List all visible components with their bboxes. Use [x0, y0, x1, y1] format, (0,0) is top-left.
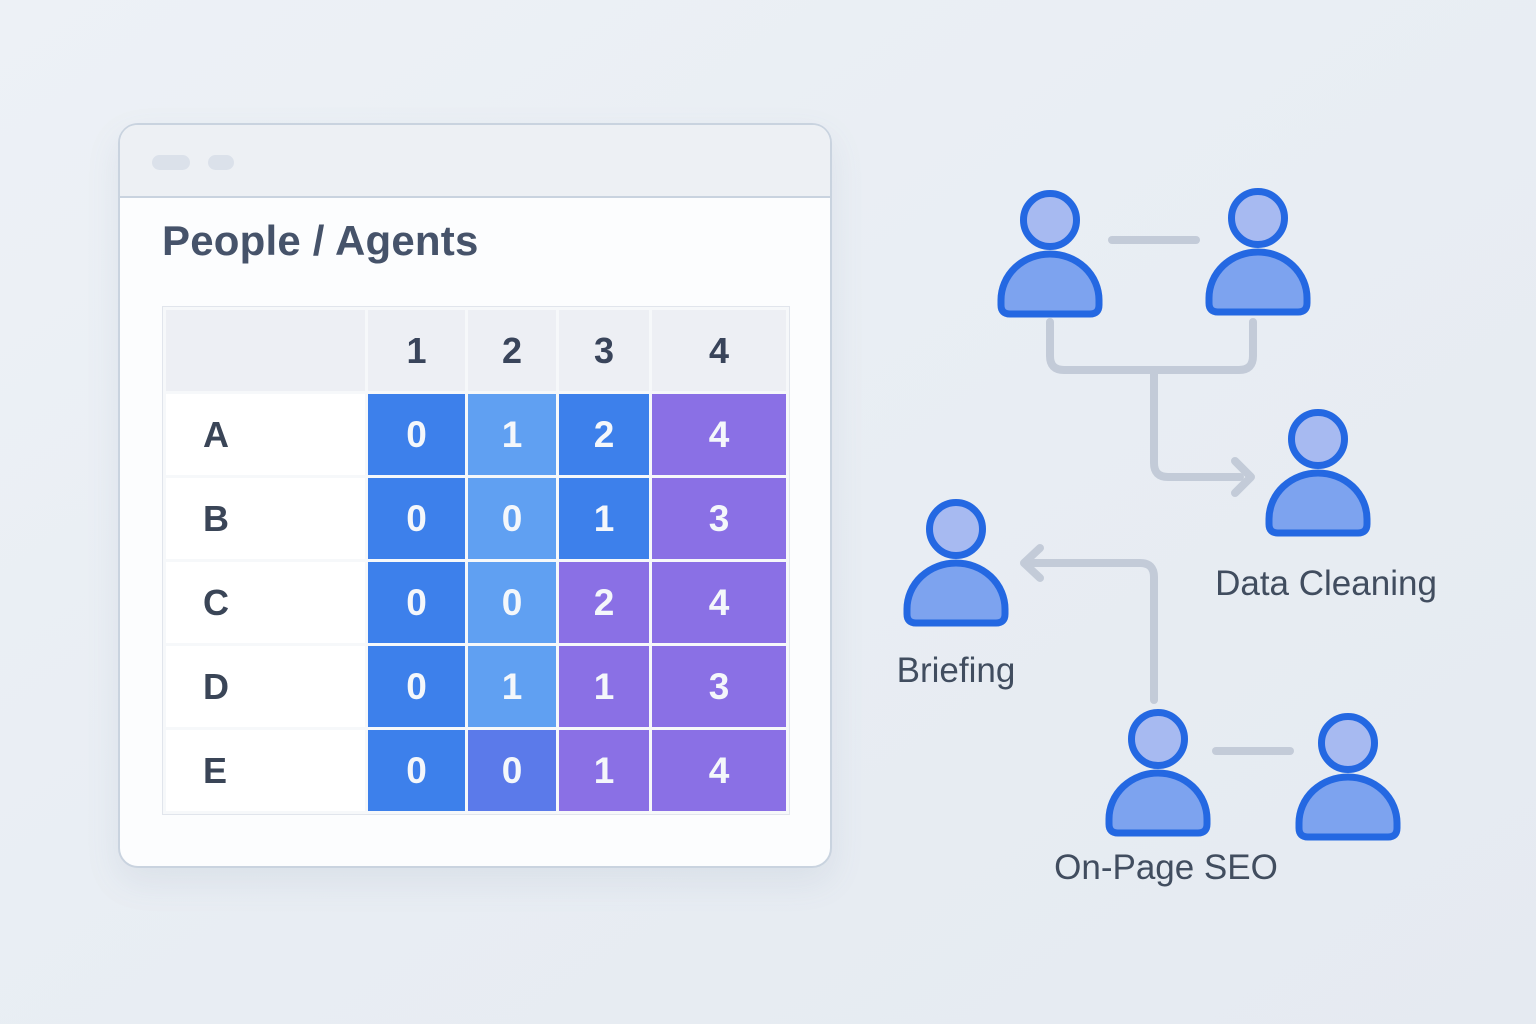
table-cell: 2 — [559, 394, 649, 475]
page-title: People / Agents — [162, 217, 479, 264]
table-cell: 1 — [468, 394, 556, 475]
arrow-left-icon — [1020, 544, 1044, 582]
table-cell: 0 — [468, 730, 556, 811]
arrow-right-icon — [1231, 457, 1255, 497]
table-cell: 0 — [468, 478, 556, 559]
table-corner-cell — [166, 310, 365, 391]
table-cell: 0 — [368, 730, 465, 811]
column-header: 1 — [368, 310, 465, 391]
person-icon — [1269, 413, 1367, 534]
person-icon — [907, 503, 1005, 624]
row-label: E — [166, 730, 365, 811]
window-control-pill — [152, 155, 190, 170]
table-cell: 1 — [559, 478, 649, 559]
table-cell: 2 — [559, 562, 649, 643]
row-label: A — [166, 394, 365, 475]
column-header: 2 — [468, 310, 556, 391]
table-cell: 3 — [652, 646, 786, 727]
table-cell: 0 — [368, 562, 465, 643]
table-cell: 4 — [652, 730, 786, 811]
table-cell: 3 — [652, 478, 786, 559]
row-label: B — [166, 478, 365, 559]
table-cell: 4 — [652, 394, 786, 475]
table-cell: 0 — [368, 394, 465, 475]
window-titlebar — [120, 125, 830, 198]
row-label: C — [166, 562, 365, 643]
window-control-pill — [208, 155, 234, 170]
column-header: 4 — [652, 310, 786, 391]
person-icon — [1209, 192, 1307, 313]
connector-line — [1046, 318, 1257, 374]
connector-line — [1150, 366, 1244, 481]
person-icon — [1109, 713, 1207, 834]
table-cell: 0 — [468, 562, 556, 643]
table-cell: 0 — [368, 646, 465, 727]
column-header: 3 — [559, 310, 649, 391]
person-icon — [1001, 194, 1099, 315]
table-cell: 0 — [368, 478, 465, 559]
data-cleaning-label: Data Cleaning — [1215, 564, 1437, 603]
briefing-label: Briefing — [896, 651, 1016, 690]
table-cell: 1 — [468, 646, 556, 727]
connector-line — [1028, 559, 1158, 704]
row-label: D — [166, 646, 365, 727]
on-page-seo-label: On-Page SEO — [1054, 848, 1278, 887]
person-icon — [1299, 717, 1397, 838]
table-cell: 1 — [559, 646, 649, 727]
table-cell: 4 — [652, 562, 786, 643]
table-cell: 1 — [559, 730, 649, 811]
